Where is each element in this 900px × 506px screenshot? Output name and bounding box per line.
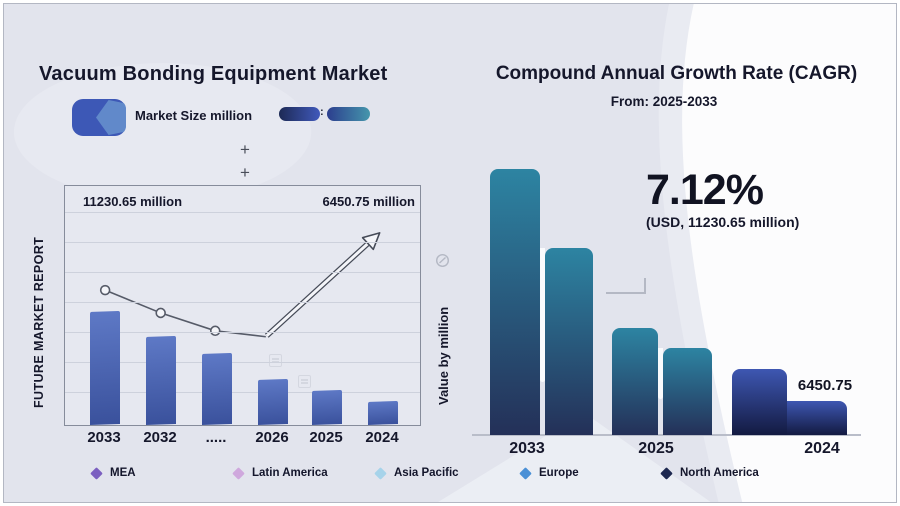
gridline [65,362,420,363]
value-annotation: 6450.75 [797,377,853,394]
legend-diamond-icon [519,466,532,480]
market-size-bar [258,378,288,425]
cagr-bar [545,248,593,435]
page-title: Vacuum Bonding Equipment Market [39,63,388,85]
axis-year-label: 2032 [143,429,177,446]
ratio-pill-left [279,107,320,121]
market-size-bar [202,352,232,425]
legend-item: MEA [90,466,136,480]
axis-year-label: 2026 [255,429,289,446]
gridline [65,332,420,333]
cagr-usd-detail: (USD, 11230.65 million) [646,214,800,230]
table-watermark-icon [269,354,282,367]
callout-line-vertical [644,278,646,293]
market-size-bar [146,335,176,425]
region-legend: MEA Latin America Asia Pacific Europe North … [4,466,896,487]
axis-year-label: 2024 [365,429,399,446]
gridline [65,212,420,213]
plus-mark-icon: + [240,163,250,182]
trend-line-arrow [99,232,381,338]
value-axis-label: Value by million [436,306,451,406]
circle-slash-icon [435,253,450,268]
legend-label: North America [680,467,759,479]
legend-diamond-icon [660,466,673,480]
market-size-bar [312,389,342,425]
legend-diamond-icon [374,466,387,480]
cagr-year-label: 2033 [509,440,545,457]
infographic-canvas: Vacuum Bonding Equipment Market Market S… [3,3,897,503]
cagr-bar [787,401,847,435]
legend-label: Europe [539,467,579,479]
watermark-future-market-report: FUTURE MARKET REPORT [32,236,46,408]
ratio-separator: : [320,106,324,118]
chart-start-value: 11230.65 million [83,194,183,209]
cylinder-icon [72,99,126,136]
chart-end-value: 6450.75 million [322,194,416,209]
cagr-title: Compound Annual Growth Rate (CAGR) [495,63,858,84]
cagr-bar [732,369,787,435]
cagr-year-label: 2025 [638,440,674,457]
gridline [65,272,420,273]
legend-label: MEA [110,467,136,479]
cagr-subtitle: From: 2025-2033 [610,94,718,109]
legend-label: Asia Pacific [394,467,459,479]
bar-gap-stripe [658,348,663,399]
axis-year-label: ..... [205,429,227,446]
cagr-year-label: 2024 [804,440,840,457]
legend-diamond-icon [232,466,245,480]
plus-mark-icon: + [240,140,250,159]
axis-year-label: 2025 [309,429,343,446]
cagr-bar [612,328,658,435]
background-shapes [13,4,896,502]
callout-line-horizontal [606,292,646,294]
market-size-bar [368,400,398,425]
axis-year-label: 2033 [87,429,121,446]
legend-label: Latin America [252,467,328,479]
legend-item: Asia Pacific [374,466,459,480]
cagr-bar [490,169,540,435]
legend-item: Europe [519,466,579,480]
market-size-chart: 11230.65 million 6450.75 million [64,185,421,426]
gridline [65,242,420,243]
table-watermark-icon [298,375,311,388]
legend-diamond-icon [90,466,103,480]
ratio-pill-right [327,107,370,121]
bar-gap-stripe [540,248,545,382]
legend-item: Latin America [232,466,328,480]
market-size-label: Market Size million [135,108,253,123]
cagr-percentage: 7.12% [646,166,764,214]
legend-item: North America [660,466,759,480]
gridline [65,392,420,393]
gridline [65,302,420,303]
market-size-bar [90,310,120,425]
cagr-bar [663,348,712,435]
